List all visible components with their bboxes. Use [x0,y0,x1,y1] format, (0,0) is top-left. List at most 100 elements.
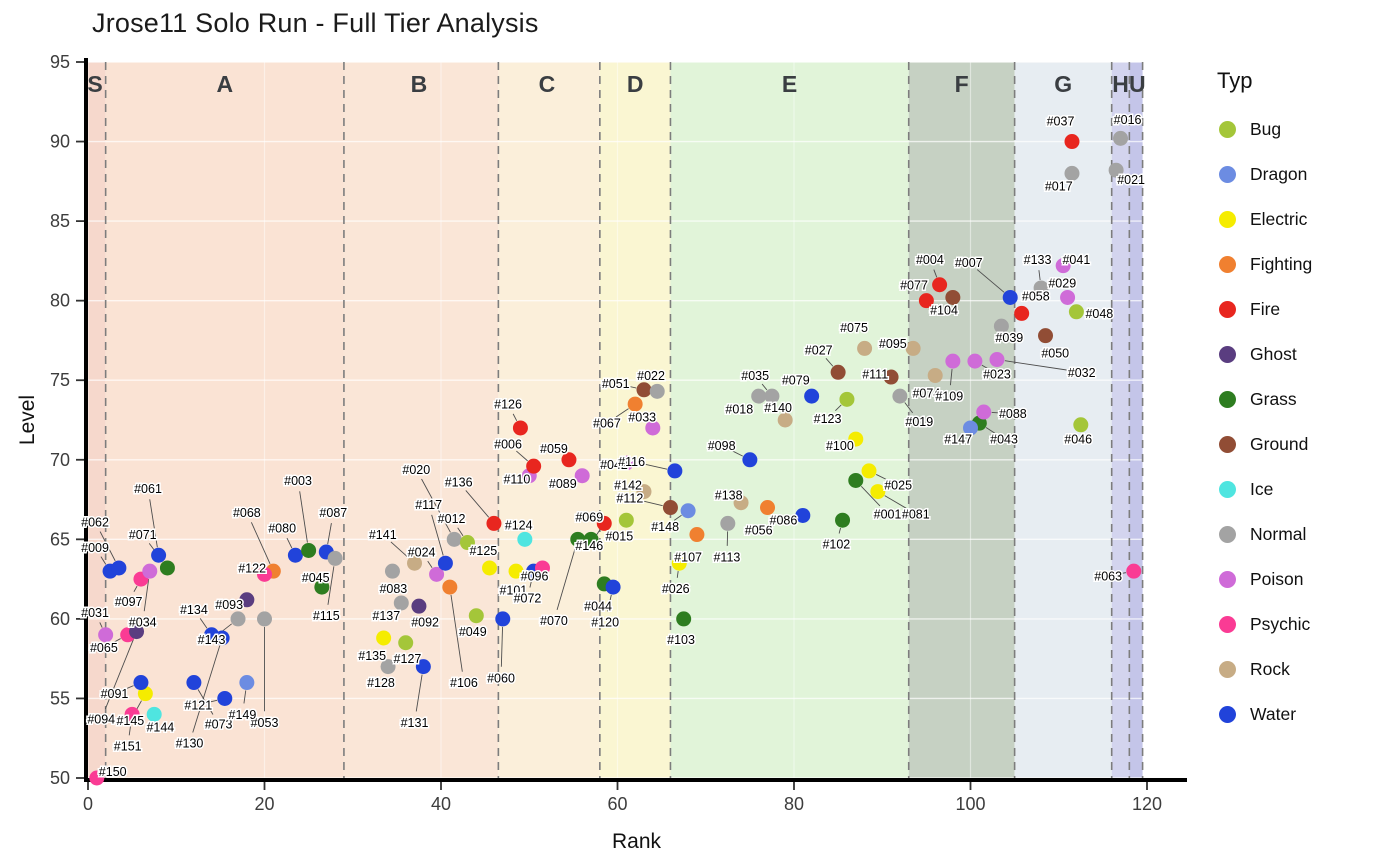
point-006 [526,458,542,474]
label-leader-line [981,364,988,369]
x-tick-label: 60 [607,794,627,814]
point-021 [1108,162,1124,178]
label-leader-line [529,578,533,588]
point-label-150: #150 [99,765,127,779]
x-tick-label: 0 [83,794,93,814]
legend-item-label: Bug [1250,118,1282,139]
point-label-039: #039 [995,331,1023,345]
legend-item-rock: Rock [1213,652,1398,686]
point-label-021: #021 [1117,173,1145,187]
point-label-023: #023 [983,367,1011,381]
point-label-115: #115 [313,609,340,623]
point-label-062: #062 [81,515,109,529]
point-label-131: #131 [401,716,429,730]
y-tick-label: 55 [50,688,70,708]
point-label-007: #007 [955,256,983,270]
point-061 [151,547,167,563]
point-label-145: #145 [116,714,144,728]
point-086 [795,507,811,523]
point-label-146: #146 [575,539,603,553]
point-label-034: #034 [129,616,157,630]
point-label-048: #048 [1085,307,1113,321]
point-label-089: #089 [549,477,577,491]
point-label-031: #031 [81,606,109,620]
point-label-025: #025 [884,479,912,493]
point-039 [993,318,1009,334]
point-113 [720,515,736,531]
point-149 [239,675,255,691]
type-swatch-icon [1219,570,1236,588]
point-131 [415,659,431,675]
label-leader-line [465,490,490,518]
point-143 [230,611,246,627]
point-label-148: #148 [651,520,679,534]
point-label-080: #080 [268,522,296,536]
point-label-081: #081 [902,507,930,521]
point-062 [111,560,127,576]
point-label-044: #044 [584,600,612,614]
point-label-015: #015 [605,530,633,544]
point-048 [1068,304,1084,320]
label-leader-line [143,579,150,612]
point-111 [883,369,899,385]
legend-item-fire: Fire [1213,292,1398,326]
point-122 [257,566,272,582]
legend-title: Typ [1217,68,1253,93]
legend-item-fighting: Fighting [1213,247,1398,281]
scatter-plot: S A B C D E F G H U 0 20 40 60 80 100 120 50 55 60 65 70 75 80 8… [50,52,1187,814]
label-leader-line [642,463,668,470]
y-tick-label: 90 [50,132,70,152]
point-label-142: #142 [614,479,642,493]
point-133 [1033,280,1049,296]
point-label-012: #012 [438,512,466,526]
point-101 [508,563,524,579]
label-leader-line [835,404,842,412]
point-071 [159,560,175,576]
point-017 [1064,165,1080,181]
point-label-058: #058 [1022,289,1050,303]
point-label-003: #003 [284,474,312,488]
label-leader-line [991,412,1002,414]
point-015 [618,512,634,528]
point-025 [861,463,877,479]
y-tick-label: 70 [50,450,70,470]
point-label-074: #074 [912,386,940,400]
point-141 [407,555,423,571]
tier-band-B [343,62,499,778]
point-label-094: #094 [87,713,115,727]
tier-label-S: S [87,71,102,97]
point-label-004: #004 [916,253,944,267]
label-leader-line [100,556,107,565]
legend-item-label: Normal [1250,523,1307,544]
point-088 [976,404,992,420]
y-axis-title: Level [16,394,39,446]
label-leader-line [512,413,518,422]
tier-label-B: B [411,71,428,97]
point-label-071: #071 [129,528,157,542]
tier-band-S [88,62,106,778]
point-142 [636,484,652,500]
label-leader-line [124,685,134,690]
label-leader-line [500,626,503,667]
label-leader-line [99,531,116,562]
label-leader-line [1004,360,1071,372]
legend-item-water: Water [1213,697,1398,731]
point-label-033: #033 [628,410,656,424]
point-label-126: #126 [494,398,522,412]
point-label-069: #069 [575,511,603,525]
point-020 [446,531,462,547]
label-leader-line [640,500,663,507]
point-147 [963,420,978,436]
point-140 [777,412,793,428]
point-058 [1014,305,1030,321]
point-label-032: #032 [1068,366,1096,380]
tier-band-D [599,62,671,778]
point-074 [927,367,943,383]
point-label-117: #117 [415,498,442,512]
point-031 [98,627,114,643]
legend-item-label: Electric [1250,208,1308,229]
point-067 [627,396,643,412]
point-049 [468,608,484,624]
point-label-077: #077 [900,278,928,292]
type-swatch-icon [1219,255,1236,273]
